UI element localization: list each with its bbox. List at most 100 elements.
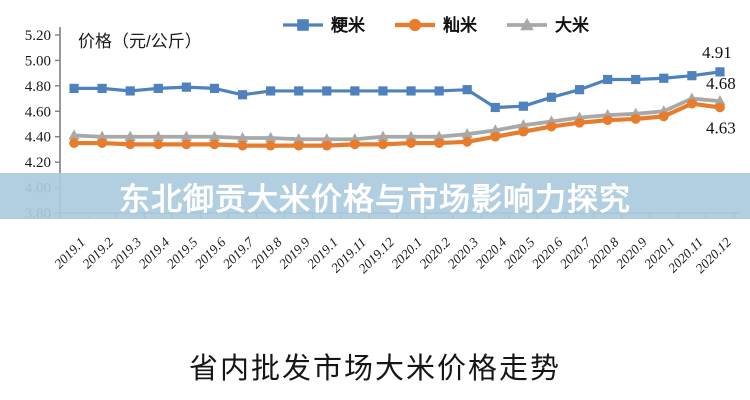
data-point-marker bbox=[687, 71, 697, 81]
legend-item-籼米: 籼米 bbox=[395, 15, 478, 35]
data-point-marker bbox=[714, 95, 726, 106]
series-line bbox=[73, 96, 721, 142]
data-point-marker bbox=[546, 121, 557, 132]
x-axis-label: 2019.5 bbox=[164, 234, 201, 271]
data-point-marker bbox=[715, 67, 725, 77]
data-point-marker bbox=[181, 139, 192, 150]
data-point-marker bbox=[434, 138, 445, 148]
data-point-marker bbox=[209, 83, 220, 93]
y-tick-label: 4.60 bbox=[25, 104, 51, 120]
data-point-marker bbox=[434, 86, 444, 96]
legend-item-大米: 大米 bbox=[507, 15, 590, 35]
x-axis-label: 2019.8 bbox=[248, 234, 285, 271]
data-point-marker bbox=[408, 18, 422, 32]
data-point-marker bbox=[125, 139, 136, 150]
series-end-label: 4.91 bbox=[702, 43, 732, 62]
line-chart-canvas: 5.205.004.804.604.404.204.003.802019.120… bbox=[25, 15, 740, 276]
data-point-marker bbox=[630, 114, 641, 124]
data-point-marker bbox=[68, 129, 80, 140]
series-end-label: 4.68 bbox=[706, 74, 736, 93]
series-line bbox=[74, 70, 721, 110]
data-point-marker bbox=[517, 119, 529, 130]
data-point-marker bbox=[236, 131, 249, 143]
x-axis-label: 2020.6 bbox=[529, 234, 566, 271]
data-point-marker bbox=[520, 17, 534, 31]
data-point-marker bbox=[237, 140, 248, 151]
data-point-marker bbox=[321, 133, 333, 144]
legend-item-粳米: 粳米 bbox=[283, 15, 366, 35]
y-tick-label: 5.20 bbox=[25, 28, 51, 44]
data-point-marker bbox=[69, 83, 79, 93]
data-point-marker bbox=[181, 82, 191, 92]
data-point-marker bbox=[97, 83, 107, 93]
data-point-marker bbox=[208, 130, 221, 141]
x-axis-label: 2020.9 bbox=[613, 234, 650, 271]
x-axis-label: 2020.4 bbox=[473, 234, 510, 271]
data-point-marker bbox=[489, 124, 501, 135]
data-point-marker bbox=[96, 130, 108, 141]
data-point-marker bbox=[153, 83, 163, 93]
data-point-marker bbox=[265, 140, 276, 151]
data-point-marker bbox=[715, 102, 725, 113]
title-banner: 东北御贡大米价格与市场影响力探究 bbox=[0, 173, 750, 219]
data-point-marker bbox=[659, 73, 669, 83]
data-point-marker bbox=[461, 128, 473, 139]
data-point-marker bbox=[462, 85, 472, 95]
data-point-marker bbox=[518, 101, 528, 111]
data-point-marker bbox=[293, 140, 304, 151]
y-tick-label: 4.20 bbox=[25, 155, 51, 171]
chart-caption: 省内批发市场大米价格走势 bbox=[0, 344, 750, 388]
data-point-marker bbox=[209, 139, 220, 150]
caption-text: 省内批发市场大米价格走势 bbox=[188, 353, 561, 385]
series-籼米: 4.63 bbox=[69, 98, 736, 151]
data-point-marker bbox=[574, 117, 585, 128]
x-axis-label: 2019.9 bbox=[276, 234, 313, 271]
data-point-marker bbox=[631, 74, 641, 85]
data-point-marker bbox=[378, 86, 388, 96]
x-axis-label: 2020.2 bbox=[416, 234, 453, 271]
data-point-marker bbox=[294, 86, 304, 96]
series-line bbox=[74, 101, 721, 148]
data-point-marker bbox=[293, 133, 305, 144]
data-point-marker bbox=[518, 126, 529, 137]
data-point-marker bbox=[462, 136, 473, 147]
data-point-marker bbox=[378, 139, 388, 150]
x-axis-label: 2019.4 bbox=[136, 234, 173, 271]
series-大米: 4.68 bbox=[68, 74, 736, 144]
data-point-marker bbox=[237, 90, 248, 100]
data-point-marker bbox=[266, 86, 276, 96]
data-point-marker bbox=[297, 19, 309, 31]
series-end-label: 4.63 bbox=[706, 118, 736, 137]
data-point-marker bbox=[349, 139, 360, 150]
y-tick-label: 4.80 bbox=[25, 79, 51, 95]
legend-label: 籼米 bbox=[443, 15, 478, 35]
data-point-marker bbox=[69, 138, 79, 148]
series-粳米: 4.91 bbox=[69, 43, 732, 113]
data-point-marker bbox=[405, 130, 417, 141]
data-point-marker bbox=[153, 139, 164, 150]
data-point-marker bbox=[321, 140, 332, 151]
banner-title: 东北御贡大米价格与市场影响力探究 bbox=[119, 181, 631, 217]
data-point-marker bbox=[265, 131, 277, 143]
data-point-marker bbox=[686, 98, 697, 109]
x-axis-label: 2020.8 bbox=[585, 234, 622, 271]
y-tick-label: 5.00 bbox=[25, 53, 51, 69]
data-point-marker bbox=[322, 86, 332, 96]
x-axis-label: 2020.1 bbox=[388, 235, 425, 272]
axis-title: 价格（元/公斤） bbox=[78, 32, 202, 51]
x-axis-label: 2019.3 bbox=[107, 234, 144, 271]
data-point-marker bbox=[603, 74, 613, 85]
data-point-marker bbox=[602, 115, 613, 126]
data-point-marker bbox=[406, 86, 416, 96]
x-axis-label: 2019.1 bbox=[51, 235, 88, 272]
data-point-marker bbox=[180, 130, 192, 141]
data-point-marker bbox=[152, 130, 164, 141]
x-axis-label: 2020.3 bbox=[444, 234, 481, 271]
data-point-marker bbox=[124, 130, 136, 141]
y-tick-label: 4.40 bbox=[25, 130, 51, 146]
data-point-marker bbox=[658, 111, 669, 122]
data-point-marker bbox=[546, 92, 557, 102]
data-point-marker bbox=[97, 138, 108, 148]
x-axis-label: 2019.2 bbox=[79, 234, 116, 271]
